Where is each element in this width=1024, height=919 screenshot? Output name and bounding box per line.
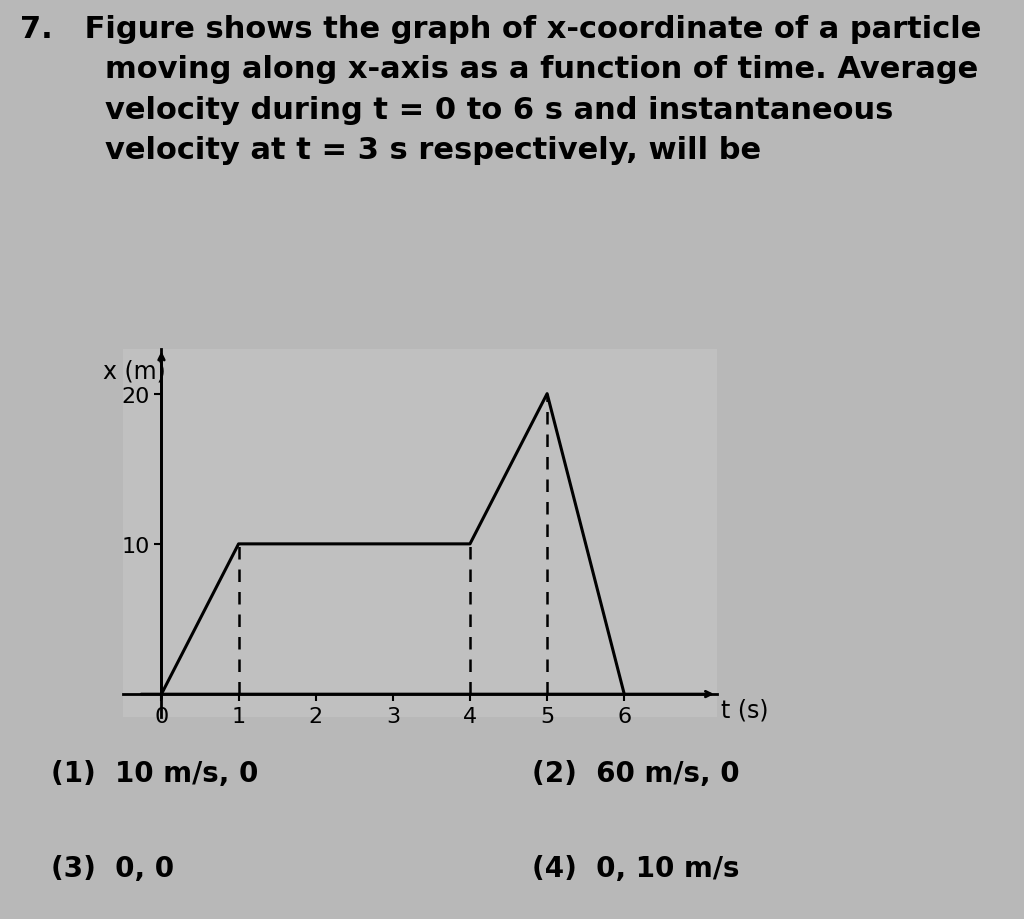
Text: (2)  60 m/s, 0: (2) 60 m/s, 0 (532, 759, 740, 788)
Text: 7.   Figure shows the graph of x-coordinate of a particle
        moving along x: 7. Figure shows the graph of x-coordinat… (20, 15, 982, 165)
Text: (1)  10 m/s, 0: (1) 10 m/s, 0 (51, 759, 259, 788)
Text: (3)  0, 0: (3) 0, 0 (51, 855, 174, 882)
Text: (4)  0, 10 m/s: (4) 0, 10 m/s (532, 855, 740, 882)
Text: x (m): x (m) (103, 359, 166, 383)
Text: t (s): t (s) (721, 698, 768, 721)
